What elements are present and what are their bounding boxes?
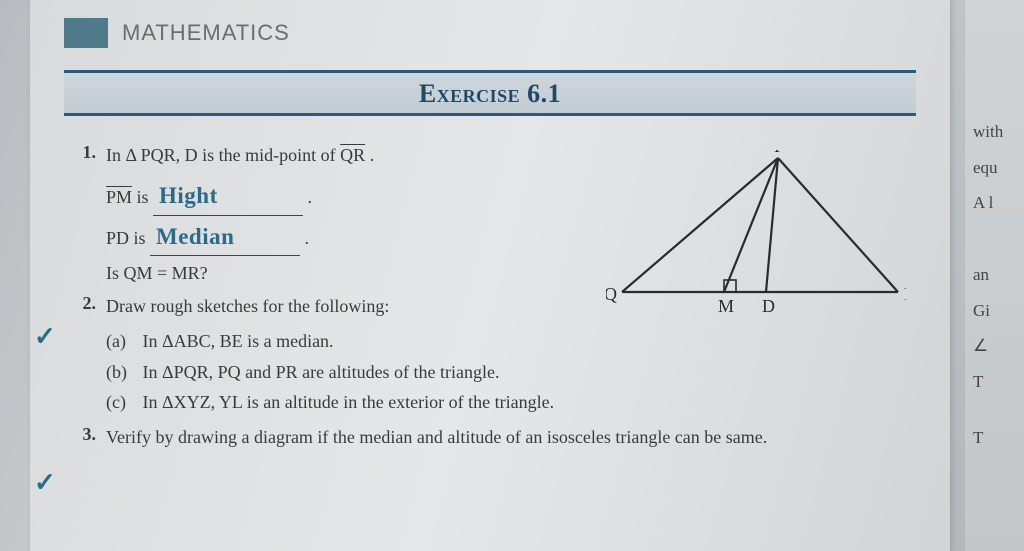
triangle-svg: P Q R M D — [606, 150, 906, 320]
q1-stem-b: . — [365, 145, 374, 165]
option-text: In ΔXYZ, YL is an altitude in the exteri… — [143, 392, 555, 412]
question-3: 3. Verify by drawing a diagram if the me… — [64, 424, 916, 451]
svg-text:D: D — [762, 296, 775, 316]
q2-option-c: (c) In ΔXYZ, YL is an altitude in the ex… — [106, 387, 916, 418]
svg-text:R: R — [904, 284, 906, 304]
margin-text: with — [973, 114, 1018, 150]
exercise-banner: Exercise 6.1 — [64, 70, 916, 116]
question-number: 1. — [64, 142, 106, 163]
textbook-page: MATHEMATICS Exercise 6.1 1. In Δ PQR, D … — [30, 0, 950, 551]
triangle-diagram: P Q R M D — [606, 150, 906, 320]
subject-title: MATHEMATICS — [122, 20, 290, 46]
page-margin-cut: with equ A l an Gi ∠ T T — [964, 0, 1024, 551]
q1-pm-blank: Hight — [153, 179, 303, 216]
q2-option-a: (a) In ΔABC, BE is a median. — [106, 326, 916, 357]
handwritten-pm: Hight — [159, 183, 218, 208]
margin-text: T — [973, 364, 1018, 400]
question-body: Verify by drawing a diagram if the media… — [106, 424, 916, 451]
svg-text:Q: Q — [606, 284, 617, 304]
option-label: (a) — [106, 326, 138, 357]
q1-pm-seg: PM — [106, 187, 132, 207]
q2-option-b: (b) In ΔPQR, PQ and PR are altitudes of … — [106, 357, 916, 388]
margin-text: A l — [973, 185, 1018, 221]
q1-qm-line: Is QM = MR? — [106, 263, 208, 283]
option-text: In ΔABC, BE is a median. — [143, 331, 334, 351]
checkmark-icon: ✓ — [34, 468, 56, 498]
exercise-title: Exercise 6.1 — [419, 79, 561, 108]
q1-pm-is: is — [132, 187, 153, 207]
svg-text:P: P — [774, 150, 784, 156]
svg-text:M: M — [718, 296, 734, 316]
q1-stem-a: In Δ PQR, D is the mid-point of — [106, 145, 340, 165]
question-number: 3. — [64, 424, 106, 445]
q1-pd-blank: Median — [150, 220, 300, 257]
page-header: MATHEMATICS — [64, 18, 916, 48]
header-accent-block — [64, 18, 108, 48]
q1-segment-qr: QR — [340, 145, 365, 165]
question-number: 2. — [64, 293, 106, 314]
option-label: (c) — [106, 387, 138, 418]
margin-text: ∠ — [973, 328, 1018, 364]
checkmark-icon: ✓ — [34, 322, 56, 352]
option-text: In ΔPQR, PQ and PR are altitudes of the … — [143, 362, 500, 382]
margin-text: Gi — [973, 293, 1018, 329]
handwritten-pd: Median — [156, 224, 234, 249]
option-label: (b) — [106, 357, 138, 388]
margin-text: an — [973, 257, 1018, 293]
margin-text: T — [973, 420, 1018, 456]
q1-pd-is: PD is — [106, 228, 150, 248]
margin-text: equ — [973, 150, 1018, 186]
